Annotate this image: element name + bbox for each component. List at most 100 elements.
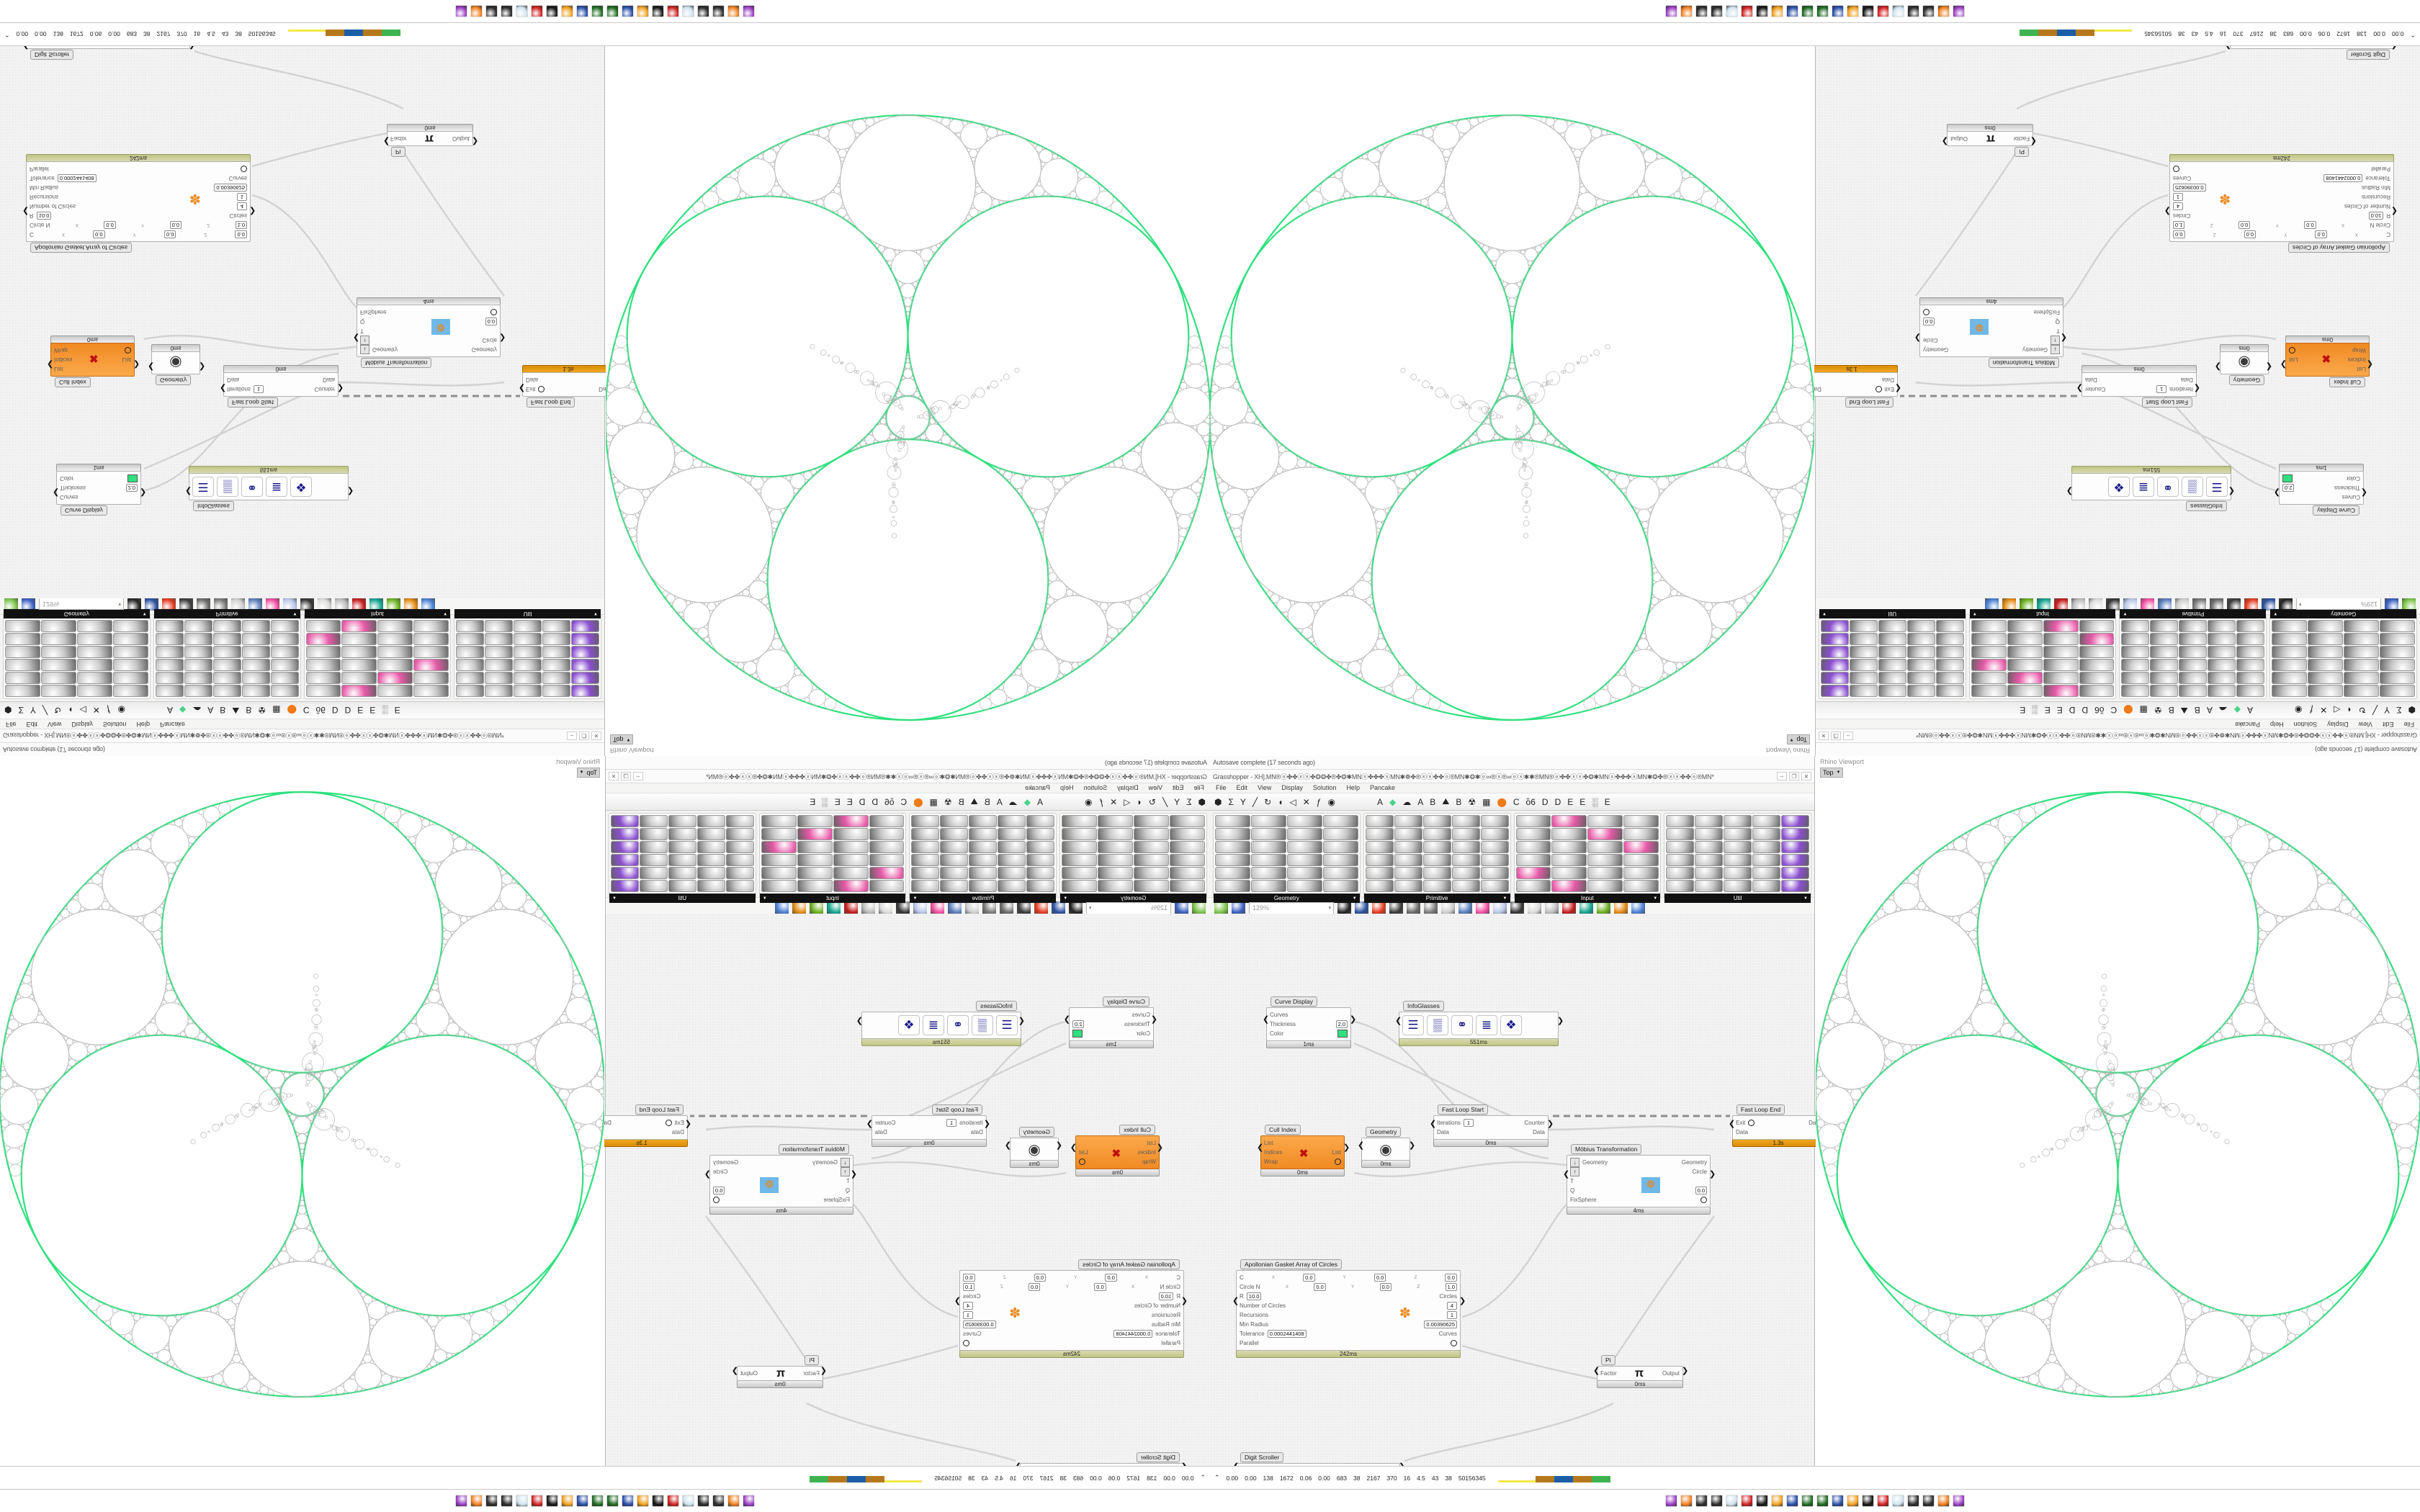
- menu-item-pancake[interactable]: Pancake: [159, 721, 185, 728]
- param-row[interactable]: Iterations 1 Counter: [227, 384, 335, 394]
- component-icon[interactable]: [112, 672, 148, 684]
- letter-b-icon[interactable]: B: [2194, 705, 2200, 716]
- param-row[interactable]: Number of Circles 4: [963, 1301, 1180, 1310]
- component-icon[interactable]: [377, 672, 413, 684]
- port-left[interactable]: ❮: [383, 137, 390, 146]
- component-icon[interactable]: [1286, 841, 1322, 853]
- param-value[interactable]: 1: [237, 193, 247, 201]
- component-icon[interactable]: [1781, 880, 1809, 892]
- ribbon-icon-grid[interactable]: [1515, 814, 1661, 894]
- component-icon[interactable]: [1422, 854, 1451, 866]
- node-title-pi[interactable]: Pi: [1601, 1355, 1615, 1365]
- display-eye-icon[interactable]: ◉: [1085, 796, 1093, 807]
- component-icon[interactable]: [611, 867, 639, 879]
- component-icon[interactable]: [2308, 672, 2344, 684]
- param-value[interactable]: 0.0002441408: [1113, 1330, 1153, 1338]
- sheep-icon[interactable]: ☁: [192, 705, 202, 716]
- transform-icon[interactable]: ƒ: [106, 705, 112, 716]
- component-icon[interactable]: [2308, 685, 2344, 697]
- param-row[interactable]: C X 0.0 Y 0.0 Z 0.0: [1240, 1273, 1457, 1282]
- param-row[interactable]: R 10.0 Circles: [2173, 211, 2390, 220]
- component-icon[interactable]: [1098, 815, 1134, 827]
- component-icon[interactable]: [184, 620, 212, 632]
- ribbon-group-util[interactable]: Util: [1819, 609, 1966, 699]
- letter-e3-icon[interactable]: E: [810, 796, 816, 807]
- open-file-icon[interactable]: [1214, 901, 1228, 915]
- param-boolean-toggle[interactable]: [713, 1197, 720, 1203]
- component-icon[interactable]: [1695, 841, 1724, 853]
- app-orange-icon[interactable]: [637, 5, 649, 17]
- app-red-icon[interactable]: [1877, 5, 1889, 17]
- component-icon[interactable]: [1134, 828, 1170, 840]
- port-left[interactable]: ❮: [519, 384, 526, 393]
- component-icon[interactable]: [5, 685, 40, 697]
- component-icon[interactable]: [2272, 659, 2308, 671]
- sphere-white-icon[interactable]: [1528, 901, 1541, 915]
- param-value[interactable]: 0.0002441408: [57, 174, 97, 182]
- ribbon-group-geometry[interactable]: Geometry: [3, 609, 151, 699]
- arrow-up-icon[interactable]: ↑: [841, 1167, 850, 1176]
- component-icon[interactable]: [2236, 685, 2265, 697]
- component-icon[interactable]: [377, 633, 413, 645]
- component-icon[interactable]: [571, 633, 599, 645]
- component-icon[interactable]: [571, 646, 599, 658]
- component-icon[interactable]: [1098, 841, 1134, 853]
- component-icon[interactable]: [1365, 828, 1394, 840]
- node-body-infoglasses[interactable]: ☰ ▒ ⚭ ≣ ❖: [2071, 473, 2231, 500]
- component-icon[interactable]: [2121, 672, 2150, 684]
- component-ribbon[interactable]: GeometryPrimitiveInputUtil: [1816, 609, 2420, 701]
- menubar[interactable]: File Edit View Display Solution Help Pancake: [0, 719, 604, 729]
- component-icon[interactable]: [761, 828, 797, 840]
- node-title-infoglasses[interactable]: InfoGlasses: [1403, 1001, 1444, 1011]
- param-boolean-toggle[interactable]: [1748, 1120, 1755, 1126]
- param-row[interactable]: Circle N X 0.0 Y 0.0 Z 1.0: [1240, 1282, 1457, 1292]
- app-red-icon[interactable]: [667, 1495, 679, 1507]
- grid-icon[interactable]: ▦: [1482, 796, 1491, 807]
- node-apollonian-gasket[interactable]: Apollonian Gasket Array of Circles C X 0.0 Y…: [954, 1257, 1188, 1358]
- grid-icon[interactable]: ▦: [2139, 705, 2148, 716]
- ribbon-icon-grid[interactable]: [305, 618, 451, 698]
- letter-e2-icon[interactable]: E: [2044, 705, 2051, 716]
- component-icon[interactable]: [1551, 867, 1587, 879]
- param-row[interactable]: R 10.0 Circles: [30, 211, 247, 220]
- component-icon[interactable]: [1394, 841, 1422, 853]
- close-button[interactable]: ✕: [1819, 732, 1829, 740]
- component-icon[interactable]: [1286, 854, 1322, 866]
- component-icon[interactable]: [1666, 867, 1695, 879]
- component-icon[interactable]: [1821, 659, 1849, 671]
- component-icon[interactable]: [2380, 672, 2415, 684]
- param-row[interactable]: Parallel: [1240, 1338, 1457, 1348]
- param-row[interactable]: FixSphere: [713, 1195, 850, 1205]
- component-icon[interactable]: [1515, 867, 1551, 879]
- component-icon[interactable]: [1587, 867, 1623, 879]
- node-infoglasses[interactable]: InfoGlasses ☰ ▒ ⚭ ≣ ❖ 551ms ❮ ❯: [185, 466, 354, 513]
- select-all-icon[interactable]: [1069, 901, 1083, 915]
- port-left[interactable]: ❮: [53, 488, 60, 497]
- arrow-up-icon[interactable]: ↑: [1570, 1167, 1579, 1176]
- component-icon[interactable]: [833, 841, 869, 853]
- param-x-value[interactable]: 0.0: [1303, 1274, 1315, 1282]
- param-value[interactable]: 4: [2173, 202, 2183, 210]
- ribbon-icon-grid[interactable]: [2120, 618, 2267, 698]
- component-icon[interactable]: [76, 659, 112, 671]
- node-title-fast-loop-start[interactable]: Fast Loop Start: [1438, 1104, 1489, 1115]
- component-icon[interactable]: [1781, 828, 1809, 840]
- param-y-value[interactable]: 0.0: [169, 221, 182, 229]
- param-boolean-toggle[interactable]: [1700, 1197, 1707, 1203]
- port-right[interactable]: ❯: [954, 1297, 961, 1305]
- sphere-grey-icon[interactable]: [1545, 901, 1559, 915]
- component-icon[interactable]: [611, 828, 639, 840]
- param-value[interactable]: 2.0: [2282, 484, 2295, 492]
- letter-b-icon[interactable]: B: [984, 796, 990, 807]
- app-purple-icon[interactable]: [1953, 5, 1965, 17]
- component-icon[interactable]: [1906, 620, 1935, 632]
- component-icon[interactable]: [1623, 815, 1659, 827]
- component-icon[interactable]: [2272, 672, 2308, 684]
- node-title-digit-scroller[interactable]: Digit Scroller: [2346, 50, 2390, 60]
- component-icon[interactable]: [1666, 880, 1695, 892]
- component-icon[interactable]: [76, 620, 112, 632]
- component-icon[interactable]: [2208, 659, 2236, 671]
- component-icon[interactable]: [2380, 646, 2415, 658]
- app-maze2-icon[interactable]: [1907, 5, 1919, 17]
- param-boolean-toggle[interactable]: [125, 347, 131, 354]
